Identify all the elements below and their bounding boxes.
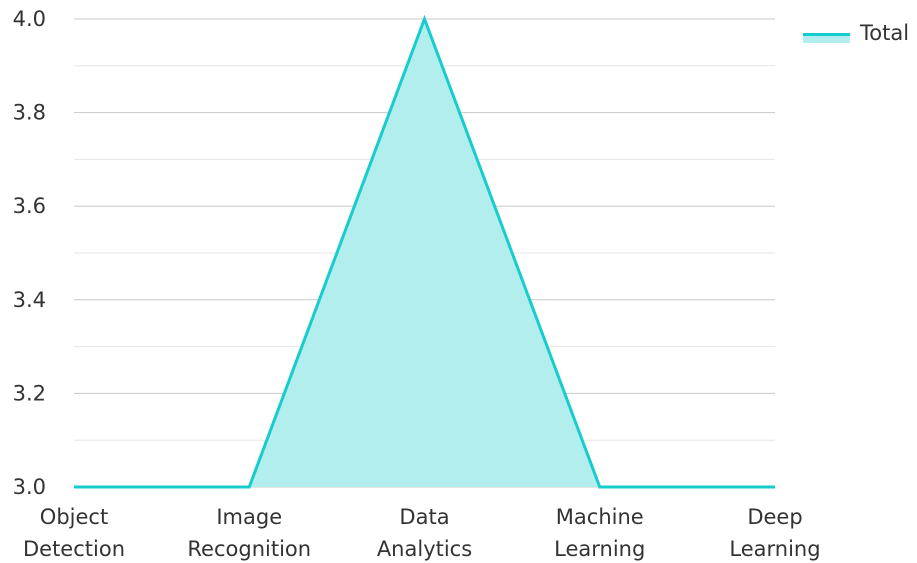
legend-swatch-fill (803, 33, 850, 43)
x-tick-label-line: Machine (556, 505, 644, 529)
y-axis-tick-labels: 3.0 3.2 3.4 3.6 3.8 4.0 (13, 7, 46, 499)
legend: Total (803, 21, 909, 45)
x-tick-label-line: Detection (23, 537, 125, 561)
legend-label: Total (859, 21, 909, 45)
x-tick-label-line: Recognition (187, 537, 311, 561)
x-tick-label: Object Detection (23, 505, 125, 561)
x-tick-label-line: Data (399, 505, 449, 529)
x-tick-label-line: Image (216, 505, 282, 529)
x-tick-label-line: Object (40, 505, 108, 529)
x-tick-label: Data Analytics (377, 505, 472, 561)
x-tick-label: Image Recognition (187, 505, 311, 561)
series-area-fill (74, 19, 775, 487)
y-tick-label: 3.0 (13, 475, 46, 499)
series-area (73, 14, 776, 489)
x-tick-label: Deep Learning (729, 505, 820, 561)
x-tick-label-line: Learning (729, 537, 820, 561)
x-tick-label-line: Analytics (377, 537, 472, 561)
y-tick-label: 3.4 (13, 288, 46, 312)
y-tick-label: 4.0 (13, 7, 46, 31)
x-axis-tick-labels: Object Detection Image Recognition Data Analy… (23, 505, 821, 561)
x-tick-label: Machine Learning (554, 505, 645, 561)
x-tick-label-line: Learning (554, 537, 645, 561)
y-tick-label: 3.8 (13, 101, 46, 125)
x-tick-label-line: Deep (747, 505, 802, 529)
y-tick-label: 3.2 (13, 381, 46, 405)
y-tick-label: 3.6 (13, 194, 46, 218)
